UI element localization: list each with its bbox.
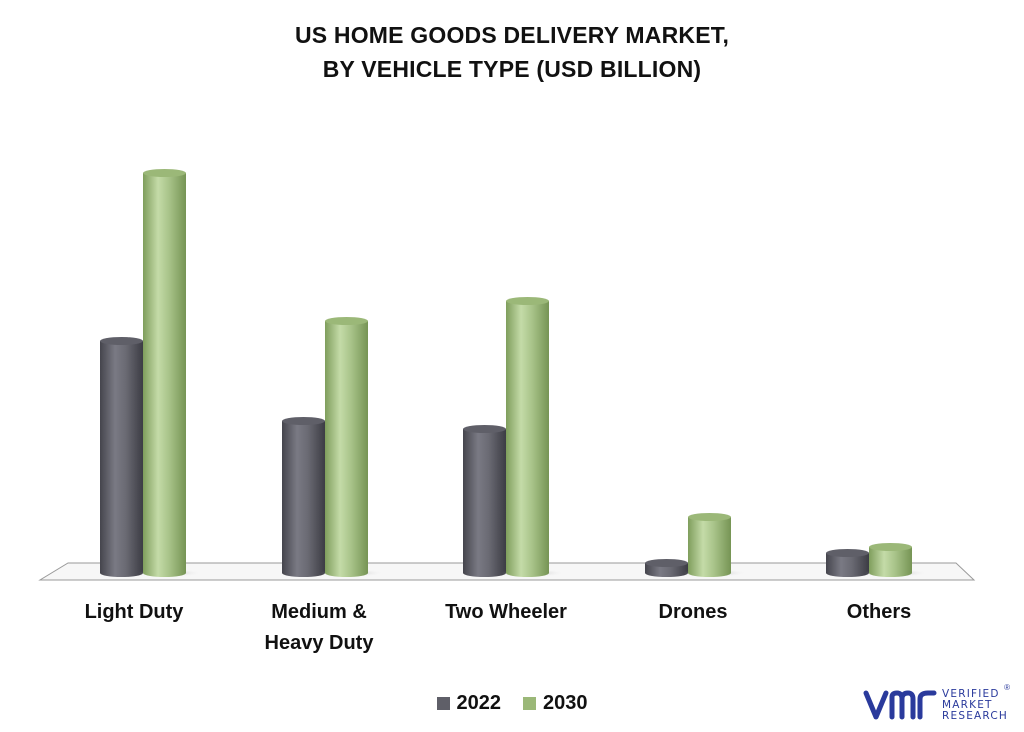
bar-light-duty-2022-cap xyxy=(100,337,143,345)
bar-drones-2022-cap xyxy=(645,559,688,567)
legend-item-2022: 2022 xyxy=(436,691,502,715)
vmr-logo-line-3: RESEARCH xyxy=(942,709,1009,722)
bar-drones-2030 xyxy=(683,513,748,577)
bar-two-wheeler-2022-base xyxy=(463,569,506,577)
bar-light-duty-2022-body xyxy=(100,341,143,573)
bar-two-wheeler-2022 xyxy=(458,425,523,577)
vmr-logo-registered: ® xyxy=(1004,683,1010,692)
bar-others-2022-body xyxy=(826,553,869,573)
bar-medium-heavy-duty-2022-cap xyxy=(282,417,325,425)
bar-medium-heavy-duty-2022-body xyxy=(282,421,325,573)
bar-medium-heavy-duty-2030-cap xyxy=(325,317,368,325)
legend-swatch-2030 xyxy=(523,696,536,710)
chart-legend: 2022 2030 xyxy=(0,688,1024,718)
vmr-logo-icon xyxy=(863,690,937,720)
chart-title: US HOME GOODS DELIVERY MARKET, BY VEHICL… xyxy=(0,18,1024,86)
bars-layer xyxy=(95,169,929,577)
category-label-two-wheeler: Two Wheeler xyxy=(445,601,567,623)
chart-title-line-2: BY VEHICLE TYPE (USD BILLION) xyxy=(322,56,702,82)
bar-others-2022-base xyxy=(826,569,869,577)
bar-medium-heavy-duty-2030-base xyxy=(325,569,368,577)
bar-drones-2022-base xyxy=(645,569,688,577)
bar-others-2022-cap xyxy=(826,549,869,557)
bar-light-duty-2030-base xyxy=(143,569,186,577)
vmr-logo-text: VERIFIED MARKET RESEARCH xyxy=(942,687,1009,722)
category-label-medium-heavy-duty: Medium & Heavy Duty xyxy=(264,601,374,654)
vmr-logo-line-2: MARKET xyxy=(942,698,993,711)
bar-drones-2030-base xyxy=(688,569,731,577)
category-label-drones: Drones xyxy=(658,601,728,623)
category-label-light-duty: Light Duty xyxy=(84,601,184,623)
chart-title-line-1: US HOME GOODS DELIVERY MARKET, xyxy=(294,22,730,48)
vmr-logo: VERIFIED MARKET RESEARCH ® xyxy=(862,683,1012,725)
bar-light-duty-2022-base xyxy=(100,569,143,577)
bar-others-2030-cap xyxy=(869,543,912,551)
legend-label-2030: 2030 xyxy=(543,691,588,714)
legend-item-2030: 2030 xyxy=(523,692,588,715)
bar-two-wheeler-2022-body xyxy=(463,429,506,573)
bar-medium-heavy-duty-2030 xyxy=(320,317,385,577)
bar-two-wheeler-2030-base xyxy=(506,569,549,577)
bar-others-2030 xyxy=(864,543,929,577)
bar-drones-2030-body xyxy=(688,517,731,573)
vmr-logo-line-1: VERIFIED xyxy=(942,687,1000,700)
bar-medium-heavy-duty-2022-base xyxy=(282,569,325,577)
legend-swatch-2022 xyxy=(436,696,450,710)
bar-others-2030-base xyxy=(869,569,912,577)
bar-light-duty-2030 xyxy=(138,169,203,577)
bar-medium-heavy-duty-2030-body xyxy=(325,321,368,573)
category-label-others: Others xyxy=(846,601,912,623)
bar-two-wheeler-2022-cap xyxy=(463,425,506,433)
legend-label-2022: 2022 xyxy=(456,691,502,714)
bar-light-duty-2030-body xyxy=(143,173,186,573)
bar-others-2030-body xyxy=(869,547,912,573)
bar-light-duty-2030-cap xyxy=(143,169,186,177)
bar-two-wheeler-2030-cap xyxy=(506,297,549,305)
bar-drones-2030-cap xyxy=(688,513,731,521)
bar-two-wheeler-2030 xyxy=(501,297,566,577)
bar-drones-2022-body xyxy=(645,563,688,573)
bar-two-wheeler-2030-body xyxy=(506,301,549,573)
